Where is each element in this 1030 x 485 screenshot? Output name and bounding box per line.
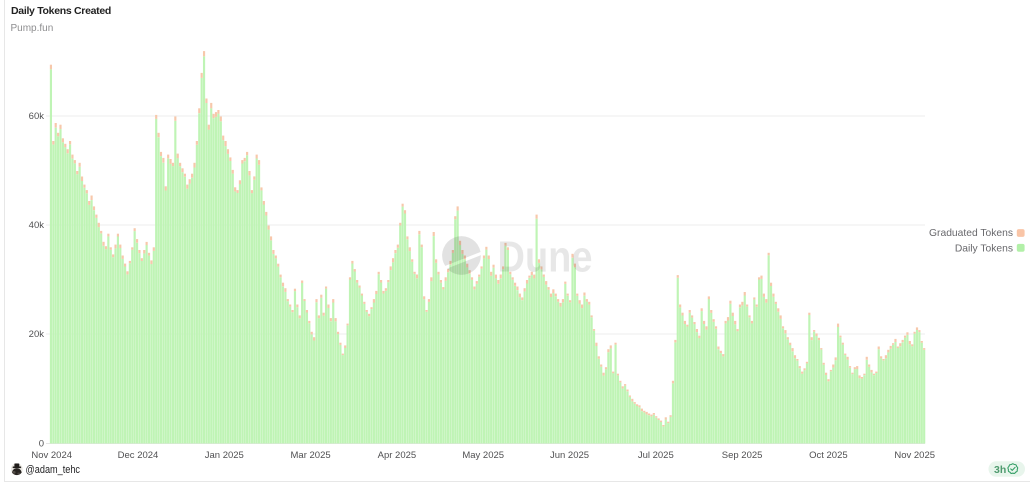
svg-text:Nov 2025: Nov 2025 (894, 450, 935, 461)
svg-text:@adam_tehc: @adam_tehc (26, 464, 81, 476)
svg-text:Jun 2025: Jun 2025 (550, 450, 589, 461)
svg-text:Dec 2024: Dec 2024 (118, 450, 159, 461)
svg-text:40k: 40k (29, 220, 45, 231)
svg-text:Daily Tokens: Daily Tokens (955, 244, 1013, 255)
svg-text:Graduated Tokens: Graduated Tokens (929, 228, 1013, 239)
svg-text:Jul 2025: Jul 2025 (638, 450, 674, 461)
svg-text:20k: 20k (29, 329, 45, 340)
svg-text:Mar 2025: Mar 2025 (291, 450, 331, 461)
svg-text:3h: 3h (994, 464, 1006, 476)
svg-text:May 2025: May 2025 (462, 450, 504, 461)
svg-text:Sep 2025: Sep 2025 (722, 450, 763, 461)
svg-text:0: 0 (39, 439, 44, 450)
svg-text:Nov 2024: Nov 2024 (31, 450, 72, 461)
svg-text:Apr 2025: Apr 2025 (378, 450, 417, 461)
svg-text:Dune: Dune (498, 234, 593, 282)
svg-text:Oct 2025: Oct 2025 (809, 450, 848, 461)
svg-text:Jan 2025: Jan 2025 (205, 450, 244, 461)
svg-text:60k: 60k (29, 111, 45, 122)
